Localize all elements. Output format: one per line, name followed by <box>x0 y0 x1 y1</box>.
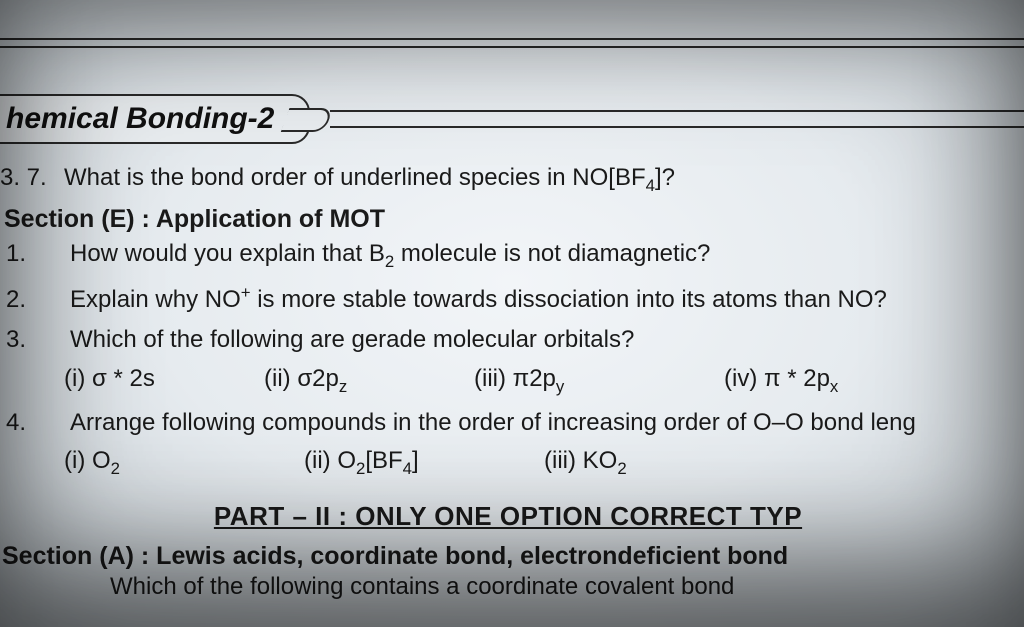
question-text: What is the bond order of underlined spe… <box>64 162 1016 197</box>
subscript: y <box>556 377 564 396</box>
subscript: x <box>830 377 838 396</box>
option-i: (i) σ * 2s <box>64 365 264 397</box>
section-label: Section (E) : <box>4 205 156 233</box>
question-2: 2. Explain why NO+ is more stable toward… <box>0 282 1016 316</box>
subscript: 4 <box>646 176 655 195</box>
banner-rule-bottom <box>330 126 1024 128</box>
subscript: 2 <box>356 459 365 478</box>
chapter-banner: hemical Bonding-2 <box>0 92 1024 148</box>
banner-tail-shape <box>281 108 334 132</box>
question-4: 4. Arrange following compounds in the or… <box>0 407 1016 439</box>
section-title: Application of MOT <box>156 205 385 233</box>
text-fragment: (ii) O <box>304 447 356 474</box>
question-1: 1. How would you explain that B2 molecul… <box>0 238 1016 273</box>
text-fragment: (iv) π * 2p <box>724 365 830 392</box>
question-text: Which of the following are gerade molecu… <box>70 324 1016 356</box>
text-fragment: ] <box>412 447 419 474</box>
text-fragment: molecule is not diamagnetic? <box>394 240 710 267</box>
section-label: Section (A) : <box>2 542 156 570</box>
section-title: Lewis acids, coordinate bond, electronde… <box>156 542 788 570</box>
option-iv: (iv) π * 2px <box>724 365 1016 397</box>
text-fragment: Explain why NO <box>70 286 241 313</box>
subscript: 4 <box>403 459 412 478</box>
text-fragment: (iii) π2p <box>474 365 556 392</box>
text-fragment: (ii) σ2p <box>264 365 339 392</box>
question-number: 3. 7. <box>0 164 64 192</box>
option-ii: (ii) σ2pz <box>264 365 474 397</box>
text-fragment: is more stable towards dissociation into… <box>251 286 887 313</box>
option-ii: (ii) O2[BF4] <box>304 447 544 479</box>
content-area: 3. 7. What is the bond order of underlin… <box>0 158 1016 601</box>
truncated-question: Which of the following contains a coordi… <box>110 573 1016 601</box>
text-fragment: [BF <box>365 447 402 474</box>
subscript: 2 <box>385 252 394 271</box>
question-top: 3. 7. What is the bond order of underlin… <box>0 162 1016 197</box>
chapter-title: hemical Bonding-2 <box>0 94 310 144</box>
question-text: Arrange following compounds in the order… <box>70 407 1016 439</box>
text-fragment: (iii) KO <box>544 447 617 474</box>
question-3-options: (i) σ * 2s (ii) σ2pz (iii) π2py (iv) π *… <box>64 365 1016 397</box>
subscript: 2 <box>111 459 120 478</box>
question-number: 2. <box>0 286 70 314</box>
question-3: 3. Which of the following are gerade mol… <box>0 324 1016 356</box>
section-a-heading: Section (A) : Lewis acids, coordinate bo… <box>2 542 1016 571</box>
question-text: Explain why NO+ is more stable towards d… <box>70 282 1016 316</box>
text-fragment: (i) O <box>64 447 111 474</box>
option-i: (i) O2 <box>64 447 304 479</box>
section-e-heading: Section (E) : Application of MOT <box>4 205 1016 234</box>
option-iii: (iii) π2py <box>474 365 724 397</box>
top-double-rule <box>0 38 1024 52</box>
question-number: 3. <box>0 326 70 354</box>
part-ii-heading: PART – II : ONLY ONE OPTION CORRECT TYP <box>0 501 1016 532</box>
text-fragment: What is the bond order of underlined spe… <box>64 164 646 191</box>
banner-rule-top <box>330 110 1024 112</box>
option-iii: (iii) KO2 <box>544 447 1016 479</box>
superscript: + <box>241 283 251 302</box>
question-text: How would you explain that B2 molecule i… <box>70 238 1016 273</box>
subscript: 2 <box>617 459 626 478</box>
question-number: 1. <box>0 240 70 268</box>
question-4-options: (i) O2 (ii) O2[BF4] (iii) KO2 <box>64 447 1016 479</box>
subscript: z <box>339 377 347 396</box>
question-number: 4. <box>0 409 70 437</box>
text-fragment: ]? <box>655 164 675 191</box>
page: hemical Bonding-2 3. 7. What is the bond… <box>0 0 1024 627</box>
text-fragment: How would you explain that B <box>70 240 385 267</box>
